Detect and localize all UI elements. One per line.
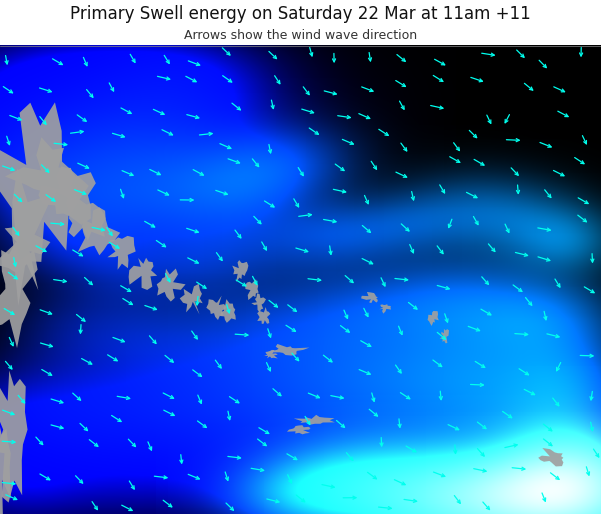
Polygon shape — [440, 329, 449, 343]
Polygon shape — [38, 166, 96, 225]
Polygon shape — [108, 236, 136, 270]
Polygon shape — [379, 304, 391, 314]
Polygon shape — [129, 258, 157, 290]
Text: Primary Swell energy on Saturday 22 Mar at 11am +11: Primary Swell energy on Saturday 22 Mar … — [70, 6, 531, 24]
Polygon shape — [0, 414, 11, 514]
Polygon shape — [257, 307, 270, 324]
Polygon shape — [266, 344, 310, 356]
Polygon shape — [5, 137, 80, 204]
Polygon shape — [361, 292, 378, 303]
Polygon shape — [0, 102, 89, 272]
Polygon shape — [180, 284, 203, 315]
Polygon shape — [251, 293, 266, 313]
Polygon shape — [287, 425, 311, 434]
Polygon shape — [66, 193, 106, 240]
Text: Arrows show the wind wave direction: Arrows show the wind wave direction — [184, 29, 417, 42]
Polygon shape — [538, 448, 563, 466]
Polygon shape — [427, 311, 439, 326]
Polygon shape — [78, 208, 120, 255]
Polygon shape — [0, 241, 38, 348]
Polygon shape — [264, 350, 278, 358]
Polygon shape — [294, 415, 335, 425]
Polygon shape — [157, 268, 186, 302]
Polygon shape — [232, 260, 248, 282]
Polygon shape — [206, 296, 227, 320]
Polygon shape — [0, 371, 28, 503]
Polygon shape — [0, 168, 53, 306]
Polygon shape — [245, 279, 258, 300]
Polygon shape — [220, 299, 236, 323]
